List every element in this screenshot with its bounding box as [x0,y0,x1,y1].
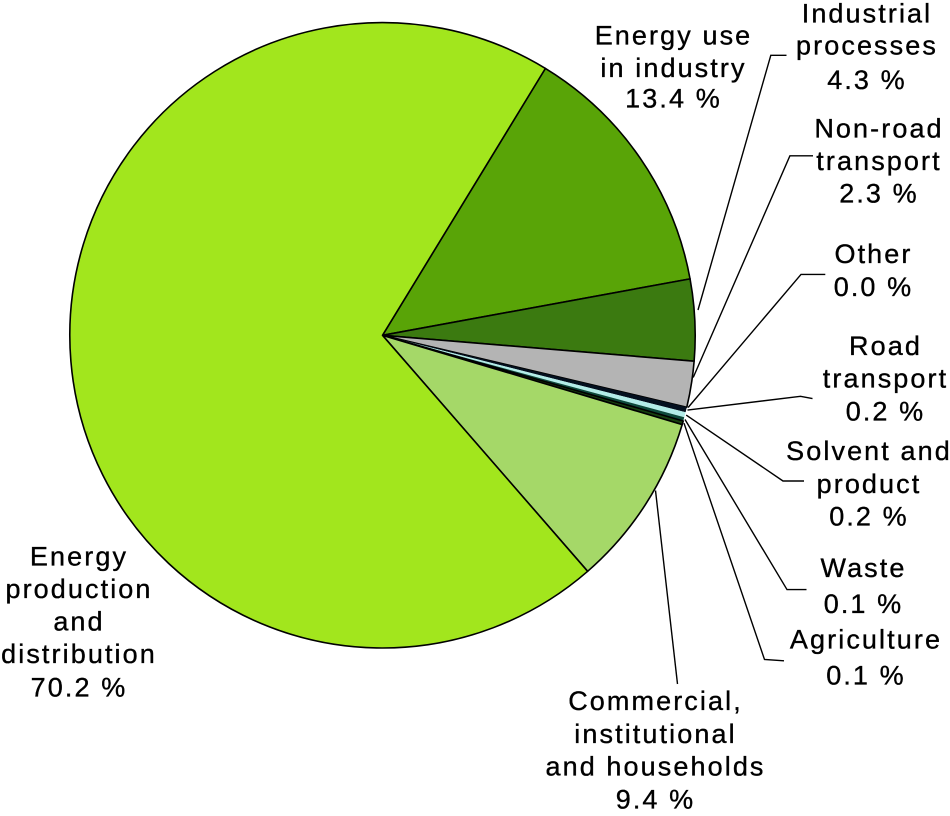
svg-text:Waste: Waste [820,553,906,583]
svg-text:Other: Other [834,239,912,269]
svg-text:processes: processes [796,31,938,61]
svg-text:70.2 %: 70.2 % [31,672,128,702]
svg-text:2.3 %: 2.3 % [839,179,919,209]
svg-text:Energy use: Energy use [595,21,753,51]
svg-text:Industrial: Industrial [802,0,933,28]
svg-text:13.4 %: 13.4 % [625,84,722,114]
svg-text:and households: and households [545,752,765,782]
svg-text:and: and [53,606,104,636]
svg-text:Agriculture: Agriculture [790,625,942,655]
svg-text:transport: transport [816,146,941,176]
svg-text:9.4 %: 9.4 % [616,784,696,814]
svg-text:institutional: institutional [574,719,736,749]
svg-text:0.2 %: 0.2 % [846,396,926,426]
svg-text:Solvent and: Solvent and [786,436,950,466]
svg-text:Energy: Energy [30,541,128,571]
svg-text:production: production [5,574,152,604]
svg-text:in industry: in industry [600,53,746,83]
svg-text:0.0 %: 0.0 % [834,272,914,302]
svg-text:Non-road: Non-road [814,113,943,143]
svg-text:0.1 %: 0.1 % [824,589,904,619]
svg-text:0.2 %: 0.2 % [829,502,909,532]
svg-text:transport: transport [823,364,948,394]
svg-text:product: product [817,469,922,499]
svg-text:Commercial,: Commercial, [568,686,743,716]
svg-text:4.3 %: 4.3 % [827,65,907,95]
svg-text:0.1 %: 0.1 % [826,661,906,691]
svg-text:distribution: distribution [1,639,157,669]
svg-text:Road: Road [849,331,922,361]
